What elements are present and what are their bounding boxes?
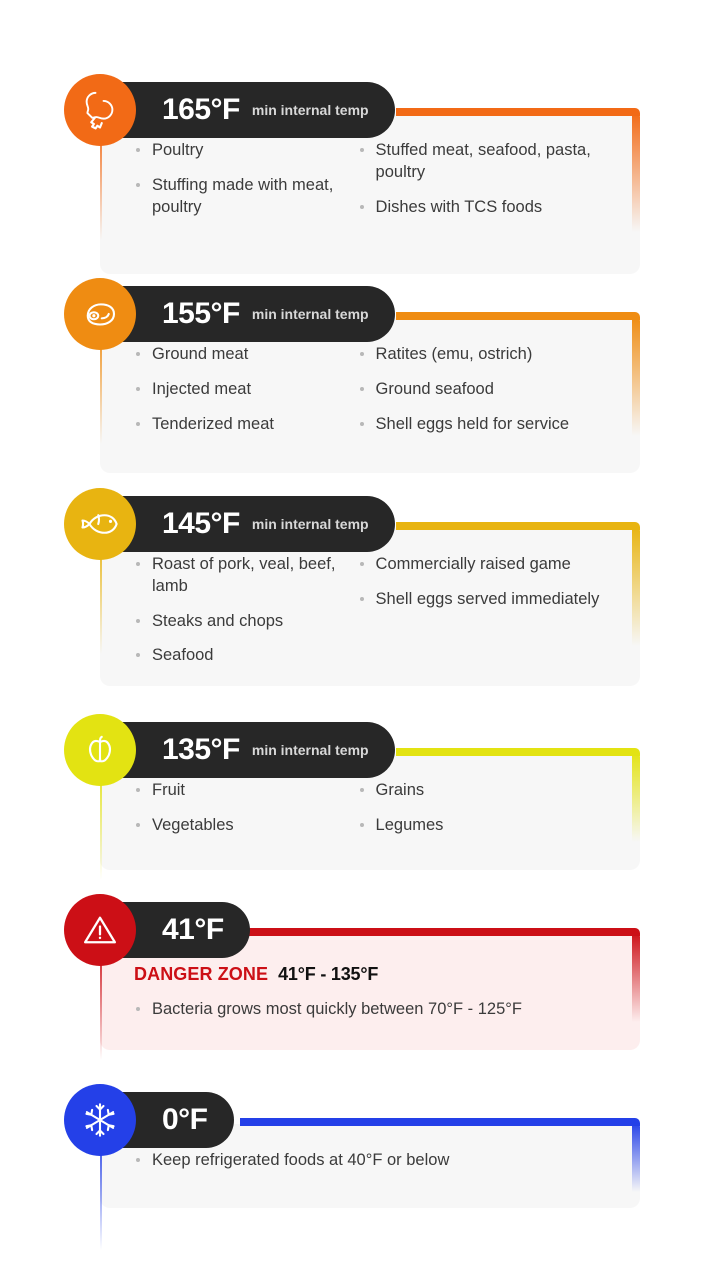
list-item: Commercially raised game — [358, 554, 620, 576]
temperature-subtitle: min internal temp — [251, 306, 369, 322]
item-lists-135: Fruit Vegetables Grains Legumes — [100, 754, 640, 863]
accent-line-left-0 — [100, 1130, 102, 1250]
warning-triangle-icon — [79, 909, 121, 951]
list-item: Tenderized meat — [134, 414, 358, 436]
accent-bar-top-41 — [240, 928, 640, 936]
temperature-subtitle: min internal temp — [251, 102, 369, 118]
list-item: Dishes with TCS foods — [358, 197, 620, 219]
accent-bar-top-0 — [240, 1118, 640, 1126]
accent-bar-top-135 — [396, 748, 640, 756]
item-column-left-165: Poultry Stuffing made with meat, poultry — [134, 140, 358, 218]
item-column-right-145: Commercially raised game Shell eggs serv… — [358, 554, 620, 667]
item-column-left-145: Roast of pork, veal, beef, lamb Steaks a… — [134, 554, 358, 667]
section-card-155: Ground meat Injected meat Tenderized mea… — [100, 318, 640, 473]
list-item: Keep refrigerated foods at 40°F or below — [134, 1150, 620, 1172]
list-item: Shell eggs held for service — [358, 414, 620, 436]
item-column-right-165: Stuffed meat, seafood, pasta, poultry Di… — [358, 140, 620, 218]
temperature-value: 0°F — [162, 1103, 208, 1136]
danger-zone-heading: DANGER ZONE 41°F - 135°F — [100, 934, 640, 985]
fish-icon — [79, 503, 121, 545]
list-item: Steaks and chops — [134, 611, 358, 633]
section-card-145: Roast of pork, veal, beef, lamb Steaks a… — [100, 528, 640, 686]
list-item: Shell eggs served immediately — [358, 589, 620, 611]
accent-bar-top-145 — [396, 522, 640, 530]
list-item: Legumes — [358, 815, 620, 837]
item-column-left-155: Ground meat Injected meat Tenderized mea… — [134, 344, 358, 435]
temperature-subtitle: min internal temp — [251, 742, 369, 758]
icon-badge-165 — [64, 74, 136, 146]
item-column-left-135: Fruit Vegetables — [134, 780, 358, 837]
list-item: Fruit — [134, 780, 358, 802]
danger-zone-body: Bacteria grows most quickly between 70°F… — [100, 985, 640, 1047]
list-item: Stuffed meat, seafood, pasta, poultry — [358, 140, 620, 184]
item-column-right-135: Grains Legumes — [358, 780, 620, 837]
list-item: Roast of pork, veal, beef, lamb — [134, 554, 358, 598]
icon-badge-155 — [64, 278, 136, 350]
list-item: Ground seafood — [358, 379, 620, 401]
accent-bar-top-165 — [396, 108, 640, 116]
poultry-drumstick-icon — [79, 89, 121, 131]
list-item: Ratites (emu, ostrich) — [358, 344, 620, 366]
danger-zone-label: DANGER ZONE — [134, 964, 269, 984]
bell-pepper-icon — [79, 729, 121, 771]
temperature-value: 41°F — [162, 913, 224, 946]
accent-bar-right-155 — [632, 316, 640, 436]
snowflake-icon — [79, 1099, 121, 1141]
temperature-pill-145: 145°F min internal temp — [88, 496, 395, 552]
temperature-value: 145°F — [162, 507, 240, 540]
list-item: Poultry — [134, 140, 358, 162]
accent-line-left-41 — [100, 940, 102, 1060]
list-item: Injected meat — [134, 379, 358, 401]
icon-badge-0 — [64, 1084, 136, 1156]
list-item: Ground meat — [134, 344, 358, 366]
temperature-pill-165: 165°F min internal temp — [88, 82, 395, 138]
accent-line-left-165 — [100, 120, 102, 240]
list-item: Grains — [358, 780, 620, 802]
accent-line-left-135 — [100, 760, 102, 880]
item-lists-165: Poultry Stuffing made with meat, poultry… — [100, 114, 640, 244]
list-item: Bacteria grows most quickly between 70°F… — [134, 999, 620, 1021]
temperature-subtitle: min internal temp — [251, 516, 369, 532]
accent-bar-right-41 — [632, 932, 640, 1022]
list-item: Seafood — [134, 645, 358, 667]
accent-bar-right-145 — [632, 526, 640, 646]
temperature-pill-155: 155°F min internal temp — [88, 286, 395, 342]
icon-badge-41 — [64, 894, 136, 966]
item-lists-155: Ground meat Injected meat Tenderized mea… — [100, 318, 640, 461]
icon-badge-145 — [64, 488, 136, 560]
accent-bar-right-0 — [632, 1122, 640, 1192]
list-item: Vegetables — [134, 815, 358, 837]
accent-bar-right-135 — [632, 752, 640, 842]
temperature-pill-135: 135°F min internal temp — [88, 722, 395, 778]
freezer-body: Keep refrigerated foods at 40°F or below — [100, 1124, 640, 1198]
accent-line-left-145 — [100, 534, 102, 654]
item-column-right-155: Ratites (emu, ostrich) Ground seafood Sh… — [358, 344, 620, 435]
section-card-165: Poultry Stuffing made with meat, poultry… — [100, 114, 640, 274]
temperature-value: 165°F — [162, 93, 240, 126]
temperature-value: 155°F — [162, 297, 240, 330]
icon-badge-135 — [64, 714, 136, 786]
meat-cut-icon — [79, 293, 121, 335]
accent-line-left-155 — [100, 324, 102, 444]
accent-bar-top-155 — [396, 312, 640, 320]
danger-zone-range: 41°F - 135°F — [278, 964, 379, 984]
list-item: Stuffing made with meat, poultry — [134, 175, 358, 219]
item-lists-145: Roast of pork, veal, beef, lamb Steaks a… — [100, 528, 640, 686]
accent-bar-right-165 — [632, 112, 640, 232]
temperature-value: 135°F — [162, 733, 240, 766]
